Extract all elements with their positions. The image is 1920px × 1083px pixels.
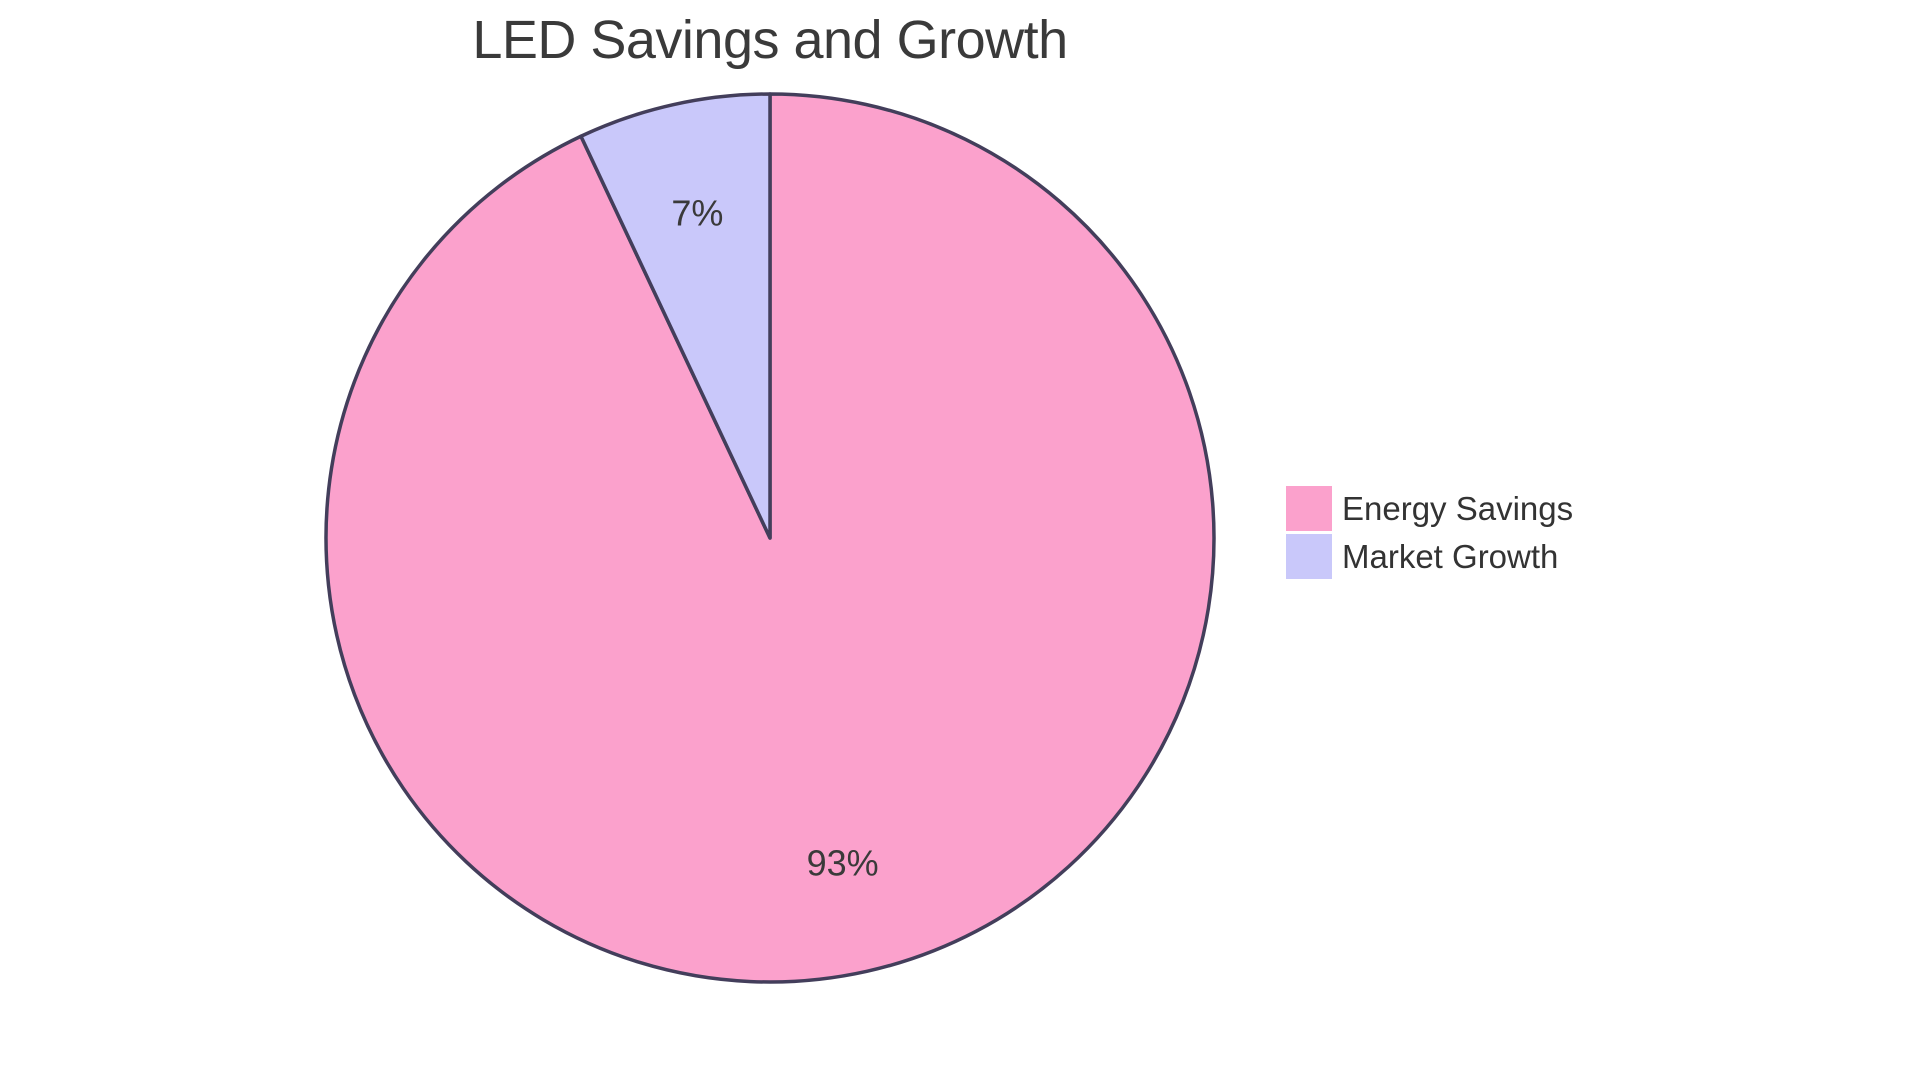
legend-label-energy-savings: Energy Savings — [1342, 489, 1574, 527]
legend-swatch-energy-savings — [1286, 486, 1332, 531]
legend: Energy Savings Market Growth — [1286, 486, 1573, 579]
legend-label-market-growth: Market Growth — [1342, 537, 1559, 575]
legend-item-energy-savings[interactable]: Energy Savings — [1286, 486, 1573, 531]
pie-slice-market-growth[interactable] — [579, 92, 772, 540]
slice-value-label-market-growth: 7% — [671, 193, 723, 234]
chart-title: LED Savings and Growth — [472, 10, 1068, 70]
legend-swatch-market-growth — [1286, 534, 1332, 579]
legend-item-market-growth[interactable]: Market Growth — [1286, 534, 1573, 579]
slice-value-label-energy-savings: 93% — [807, 842, 879, 883]
